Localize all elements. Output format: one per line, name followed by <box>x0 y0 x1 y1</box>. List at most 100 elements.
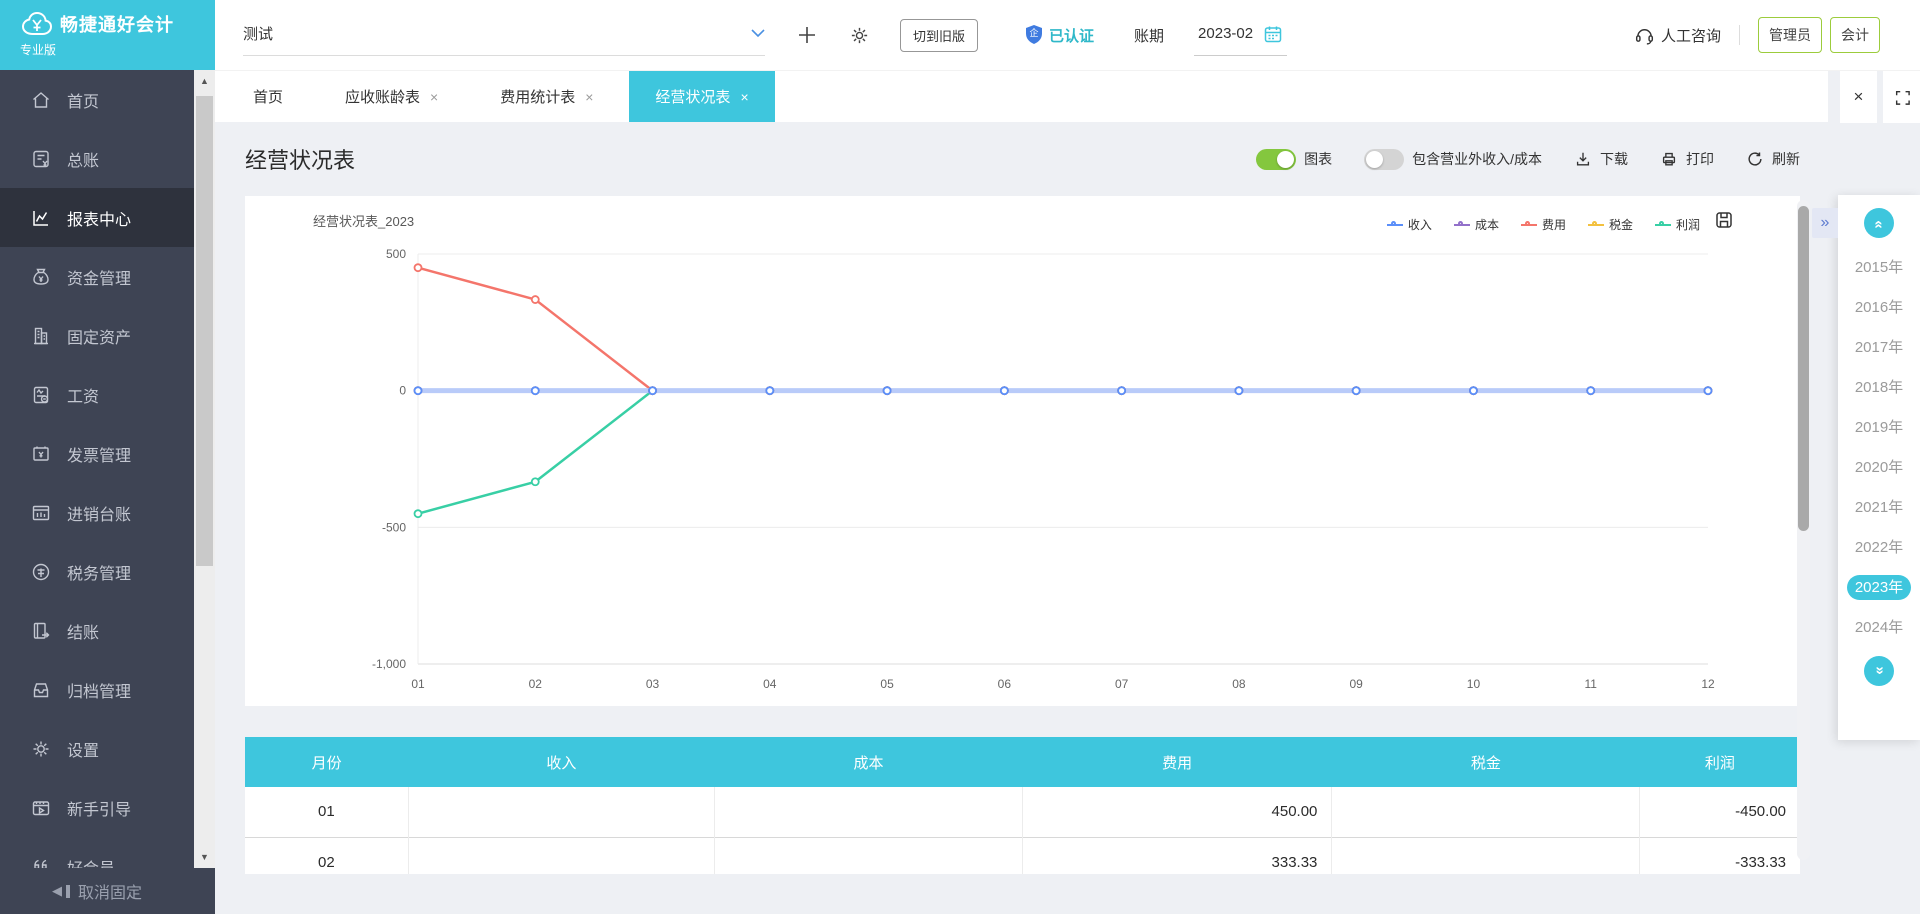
company-select[interactable]: 测试 <box>243 12 765 56</box>
content-scrollbar-thumb[interactable] <box>1798 206 1809 531</box>
sidebar-item-trade-ledger[interactable]: 进销台账 <box>0 483 194 542</box>
year-item-2024[interactable]: 2024年 <box>1854 619 1904 636</box>
sidebar-item-archive-management[interactable]: 归档管理 <box>0 660 194 719</box>
close-tab-icon[interactable]: × <box>740 88 749 105</box>
chart-toggle-switch[interactable] <box>1256 148 1297 170</box>
trade-ledger-icon <box>32 505 50 520</box>
tab-receivables-aging[interactable]: 应收账龄表 × <box>345 88 439 107</box>
period-picker[interactable]: 2023-02 <box>1194 12 1288 56</box>
divider <box>1739 25 1740 45</box>
sidebar-item-report-center[interactable]: 报表中心 <box>0 188 194 247</box>
refresh-button[interactable]: 刷新 <box>1746 149 1800 169</box>
admin-role-button[interactable]: 管理员 <box>1758 17 1822 53</box>
scroll-years-up-button[interactable]: « <box>1864 208 1894 238</box>
close-tab-icon[interactable]: × <box>430 88 439 105</box>
sidebar-item-beginner-guide[interactable]: 新手引导 <box>0 778 194 837</box>
account-settings-button[interactable] <box>849 25 870 46</box>
svg-text:01: 01 <box>411 677 425 691</box>
save-chart-image-button[interactable] <box>1714 210 1734 230</box>
content-scrollbar[interactable] <box>1797 200 1810 860</box>
general-ledger-icon <box>33 150 49 167</box>
sidebar-item-home[interactable]: 首页 <box>0 70 194 129</box>
svg-text:08: 08 <box>1232 677 1246 691</box>
report-controls: 图表 包含营业外收入/成本 下载 打印 刷新 <box>1256 148 1800 170</box>
sidebar-scrollbar[interactable]: ▲ ▼ <box>194 70 215 868</box>
download-button[interactable]: 下载 <box>1574 149 1628 169</box>
year-item-2017[interactable]: 2017年 <box>1854 339 1904 356</box>
svg-text:10: 10 <box>1467 677 1481 691</box>
close-tab-icon[interactable]: × <box>585 88 594 105</box>
legend-marker <box>1453 220 1470 229</box>
scroll-years-down-button[interactable]: « <box>1864 656 1894 686</box>
svg-text:03: 03 <box>646 677 660 691</box>
sidebar-scrollbar-thumb[interactable] <box>196 96 213 566</box>
app-logo: 畅捷通好会计 专业版 <box>0 0 215 70</box>
company-name: 测试 <box>243 26 274 43</box>
legend-item-profit[interactable]: 利润 <box>1654 216 1700 233</box>
cloud-logo-icon <box>18 10 52 38</box>
tab-home[interactable]: 首页 <box>253 89 284 106</box>
close-all-tabs-button[interactable]: × <box>1840 71 1877 123</box>
sidebar-item-invoice-management[interactable]: 发票管理 <box>0 424 194 483</box>
year-item-2022[interactable]: 2022年 <box>1854 539 1904 556</box>
year-item-2015[interactable]: 2015年 <box>1854 259 1904 276</box>
tab-expense-statistics[interactable]: 费用统计表 × <box>500 88 594 107</box>
switch-to-old-version-button[interactable]: 切到旧版 <box>900 18 979 52</box>
scroll-up-arrow-icon[interactable]: ▲ <box>200 76 209 86</box>
legend-marker <box>1386 220 1403 229</box>
svg-text:500: 500 <box>386 247 406 261</box>
unpin-sidebar-button[interactable]: ◀ 取消固定 <box>0 868 215 914</box>
svg-text:12: 12 <box>1701 677 1715 691</box>
report-table: 月份 收入 成本 费用 税金 利润 01 450.00 <box>245 737 1800 874</box>
year-item-2023[interactable]: 2023年 <box>1838 568 1920 608</box>
chart-toggle[interactable]: 图表 <box>1256 148 1332 170</box>
col-header-profit: 利润 <box>1639 737 1800 787</box>
download-icon <box>1576 152 1590 166</box>
scroll-down-arrow-icon[interactable]: ▼ <box>200 852 209 862</box>
legend-item-tax[interactable]: 税金 <box>1587 216 1633 233</box>
include-toggle-switch[interactable] <box>1364 148 1405 170</box>
add-company-button[interactable] <box>797 25 817 45</box>
fullscreen-button[interactable] <box>1883 71 1920 123</box>
sidebar-item-closing[interactable]: 结账 <box>0 601 194 660</box>
svg-text:-1,000: -1,000 <box>372 657 406 671</box>
sidebar-item-fixed-assets[interactable]: 固定资产 <box>0 306 194 365</box>
collapse-year-panel-button[interactable]: » <box>1812 208 1838 238</box>
chevron-down-icon <box>751 29 765 38</box>
legend-marker <box>1520 220 1537 229</box>
table-row: 01 450.00 -450.00 <box>245 787 1800 837</box>
fixed-assets-icon <box>34 327 48 344</box>
legend-marker <box>1654 220 1671 229</box>
legend-item-income[interactable]: 收入 <box>1386 216 1432 233</box>
sidebar-item-member[interactable]: 好会员 <box>0 837 194 868</box>
legend-item-expense[interactable]: 费用 <box>1520 216 1566 233</box>
sidebar-item-settings[interactable]: 设置 <box>0 719 194 778</box>
include-nonoperating-toggle[interactable]: 包含营业外收入/成本 <box>1364 148 1542 170</box>
save-icon <box>1716 212 1732 228</box>
sidebar-menu: 首页 总账 报表中心 资金管理 固定资产 工资 发票管理 进销台账 <box>0 70 194 868</box>
year-item-2018[interactable]: 2018年 <box>1854 379 1904 396</box>
year-item-2021[interactable]: 2021年 <box>1854 499 1904 516</box>
year-item-2016[interactable]: 2016年 <box>1854 299 1904 316</box>
legend-item-cost[interactable]: 成本 <box>1453 216 1499 233</box>
home-icon <box>33 91 49 108</box>
sidebar-item-funds-management[interactable]: 资金管理 <box>0 247 194 306</box>
sidebar-item-general-ledger[interactable]: 总账 <box>0 129 194 188</box>
certified-label: 已认证 <box>1049 27 1095 45</box>
headset-icon <box>1635 29 1654 45</box>
sidebar-item-tax-management[interactable]: 税务管理 <box>0 542 194 601</box>
chart-title: 经营状况表_2023 <box>313 214 415 229</box>
period-label: 账期 <box>1134 27 1165 45</box>
accountant-role-button[interactable]: 会计 <box>1830 17 1880 53</box>
col-header-month: 月份 <box>245 737 409 787</box>
year-item-2019[interactable]: 2019年 <box>1854 419 1904 436</box>
live-support-button[interactable]: 人工咨询 <box>1634 25 1721 46</box>
tab-operating-status[interactable]: 经营状况表 × <box>629 71 775 122</box>
calendar-icon <box>1264 26 1282 42</box>
print-button[interactable]: 打印 <box>1660 149 1714 169</box>
topbar: 测试 切到旧版 企 已认证 账期 2023-02 人工咨询 <box>215 0 1920 70</box>
sidebar-item-salary[interactable]: 工资 <box>0 365 194 424</box>
year-item-2020[interactable]: 2020年 <box>1854 459 1904 476</box>
salary-icon <box>33 386 49 403</box>
certified-badge[interactable]: 企 已认证 <box>1024 24 1094 46</box>
